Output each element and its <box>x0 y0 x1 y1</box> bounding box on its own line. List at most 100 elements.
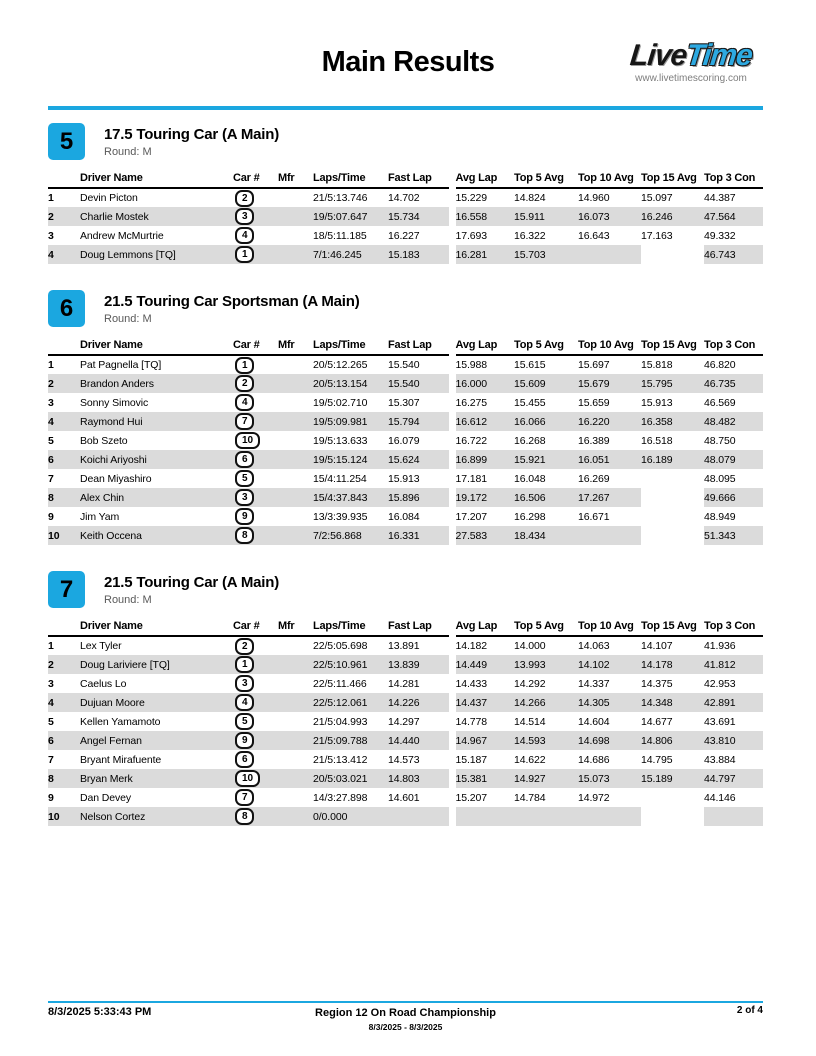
car-number-cell: 3 <box>233 674 278 693</box>
top5-avg-cell: 15.609 <box>514 374 578 393</box>
car-number-pill: 1 <box>235 356 255 374</box>
laps-time-cell: 13/3:39.935 <box>313 510 368 523</box>
top3-con-cell: 42.953 <box>704 677 736 690</box>
column-header: Mfr <box>278 617 313 637</box>
mfr-cell <box>278 507 313 526</box>
top5-avg-cell: 14.622 <box>514 753 546 766</box>
race-title: 21.5 Touring Car (A Main) <box>104 574 280 591</box>
column-header: Avg Lap <box>452 617 514 637</box>
top15-avg-cell: 15.097 <box>641 192 673 204</box>
car-number-pill: 10 <box>235 770 260 787</box>
header-row: Driver Name Car # Mfr Laps/Time Fast Lap Avg … <box>48 617 763 637</box>
top10-avg-cell: 14.337 <box>578 677 610 690</box>
logo-time-text: Time <box>684 39 754 72</box>
car-number-pill: 4 <box>235 227 255 244</box>
top5-avg-cell: 16.298 <box>514 510 546 523</box>
column-header: Car # <box>233 336 278 356</box>
mfr-cell <box>278 226 313 245</box>
column-header: Top 3 Con <box>704 336 763 356</box>
top5-avg-cell: 16.322 <box>514 229 546 242</box>
avg-lap-cell: 14.182 <box>455 640 488 652</box>
laps-time-cell: 20/5:03.021 <box>313 769 388 788</box>
results-table: Driver Name Car # Mfr Laps/Time Fast Lap Avg … <box>48 336 763 545</box>
top10-avg-cell: 15.659 <box>578 396 610 409</box>
avg-lap-cell: 16.558 <box>452 207 514 226</box>
footer-divider <box>48 1001 763 1003</box>
car-number-cell: 3 <box>233 488 278 507</box>
mfr-cell <box>278 355 313 374</box>
position-cell: 2 <box>48 207 80 226</box>
car-number-pill: 7 <box>235 789 255 806</box>
driver-name-cell: Alex Chin <box>80 488 233 507</box>
laps-time-cell: 22/5:11.466 <box>313 677 367 690</box>
top5-avg-cell: 18.434 <box>514 526 578 545</box>
table-row: 7 Bryant Mirafuente 6 21/5:13.412 14.573 15.1… <box>48 750 763 769</box>
avg-lap-cell: 16.722 <box>455 434 488 447</box>
footer-event-name: Region 12 On Road Championship <box>315 1007 496 1019</box>
top10-avg-cell: 15.073 <box>578 769 641 788</box>
position-cell: 3 <box>48 229 54 242</box>
table-row: 3 Andrew McMurtrie 4 18/5:11.185 16.227 17.69… <box>48 226 763 245</box>
position-cell: 9 <box>48 510 54 523</box>
top5-avg-cell: 14.514 <box>514 715 546 728</box>
car-number-cell: 5 <box>233 469 278 488</box>
driver-name-cell: Dean Miyashiro <box>80 472 152 485</box>
avg-lap-cell: 17.693 <box>455 229 488 242</box>
mfr-cell <box>278 769 313 788</box>
top10-avg-cell: 16.269 <box>578 472 610 485</box>
column-header: Driver Name <box>80 169 233 189</box>
column-header: Mfr <box>278 336 313 356</box>
top5-avg-cell: 14.593 <box>514 731 578 750</box>
car-number-pill: 1 <box>235 656 255 673</box>
top10-avg-cell <box>578 526 641 545</box>
top15-avg-cell: 15.795 <box>641 374 704 393</box>
table-body: 1 Lex Tyler 2 22/5:05.698 13.891 14.182 14.000… <box>48 636 763 826</box>
position-cell: 9 <box>48 791 54 804</box>
livetime-logo: LiveTime www.livetimescoring.com <box>606 39 776 84</box>
fast-lap-cell: 15.540 <box>388 355 456 374</box>
car-number-cell: 1 <box>233 355 278 374</box>
mfr-cell <box>278 245 313 264</box>
car-number-pill: 9 <box>235 508 255 525</box>
table-row: 1 Lex Tyler 2 22/5:05.698 13.891 14.182 14.000… <box>48 636 763 655</box>
mfr-cell <box>278 412 313 431</box>
fast-lap-cell: 14.803 <box>388 769 456 788</box>
top10-avg-cell: 16.051 <box>578 450 641 469</box>
top5-avg-cell: 14.266 <box>514 693 578 712</box>
fast-lap-cell: 15.183 <box>388 245 456 264</box>
position-cell: 1 <box>48 192 54 204</box>
car-number-pill: 3 <box>235 208 255 225</box>
laps-time-cell: 21/5:13.412 <box>313 753 368 766</box>
car-number-pill: 4 <box>235 694 255 711</box>
car-number-pill: 8 <box>235 527 255 544</box>
driver-name-cell: Andrew McMurtrie <box>80 229 164 242</box>
column-header: Mfr <box>278 169 313 189</box>
race-titles: 17.5 Touring Car (A Main) Round: M <box>104 123 279 158</box>
car-number-cell: 2 <box>233 188 278 207</box>
top5-avg-cell: 15.455 <box>514 396 546 409</box>
column-header: Car # <box>233 169 278 189</box>
position-cell: 8 <box>48 488 80 507</box>
top10-avg-cell: 14.063 <box>578 640 610 652</box>
table-row: 3 Caelus Lo 3 22/5:11.466 14.281 14.433 14.292… <box>48 674 763 693</box>
table-row: 4 Raymond Hui 7 19/5:09.981 15.794 16.612 16.0… <box>48 412 763 431</box>
laps-time-cell: 20/5:13.154 <box>313 374 388 393</box>
position-cell: 4 <box>48 245 80 264</box>
column-header: Top 3 Con <box>704 169 763 189</box>
table-head: Driver Name Car # Mfr Laps/Time Fast Lap Avg … <box>48 336 763 356</box>
races-container: 5 17.5 Touring Car (A Main) Round: M Driver… <box>48 123 763 826</box>
laps-time-cell: 22/5:10.961 <box>313 655 388 674</box>
car-number-cell: 2 <box>233 636 278 655</box>
mfr-cell <box>278 188 313 207</box>
top15-avg-cell <box>641 807 704 826</box>
laps-time-cell: 19/5:15.124 <box>313 450 388 469</box>
avg-lap-cell: 15.381 <box>452 769 514 788</box>
driver-name-cell: Charlie Mostek <box>80 207 233 226</box>
top5-avg-cell: 14.927 <box>514 769 578 788</box>
column-header: Top 5 Avg <box>514 617 578 637</box>
document-header: Main Results LiveTime www.livetimescorin… <box>0 0 816 100</box>
car-number-pill: 4 <box>235 394 255 411</box>
top10-avg-cell: 16.073 <box>578 207 641 226</box>
header-divider <box>48 106 763 110</box>
column-header: Car # <box>233 617 278 637</box>
